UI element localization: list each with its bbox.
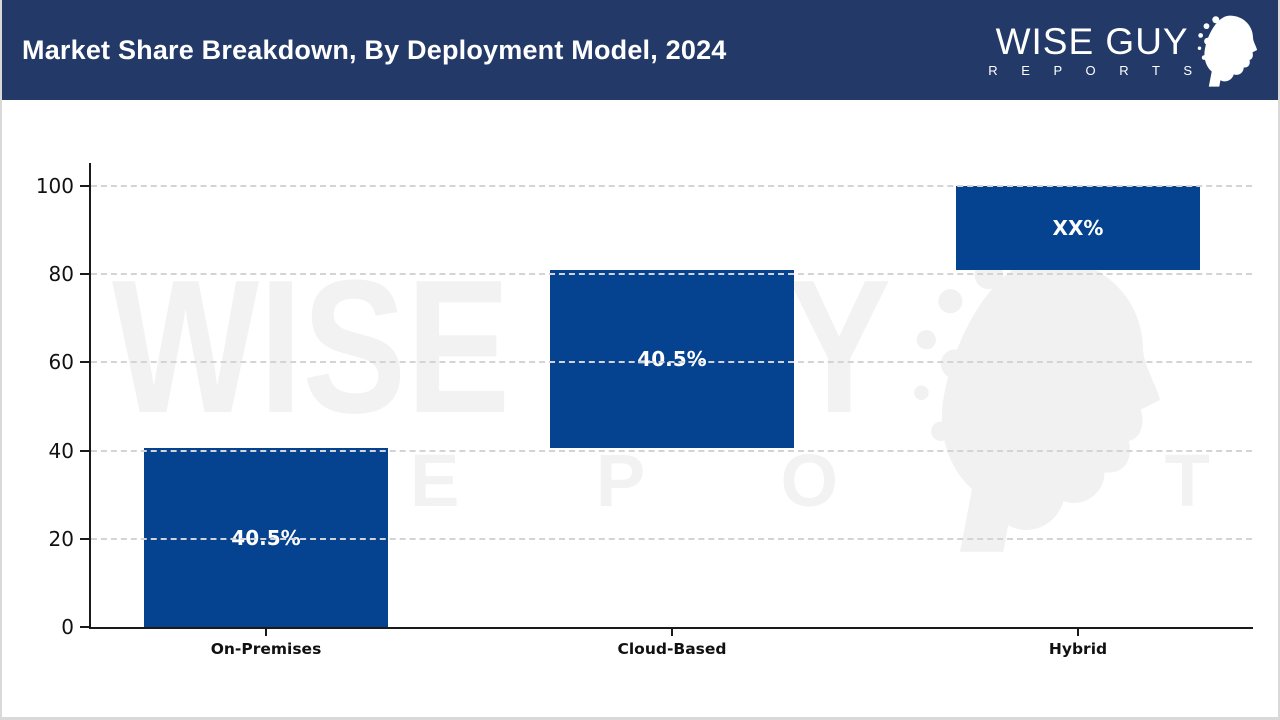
y-tick-mark	[80, 537, 89, 540]
gridline-40	[91, 449, 1252, 452]
y-tick-mark	[80, 185, 89, 187]
bar-value-label: XX%	[1052, 215, 1104, 240]
y-tick-mark	[80, 273, 89, 276]
y-tick-label: 40	[48, 438, 74, 463]
gridline-60	[91, 361, 1252, 364]
logo-word: WISE GUY	[995, 20, 1189, 62]
y-tick-mark	[80, 626, 89, 628]
y-axis-line	[89, 163, 91, 629]
bar-on-premises: 40.5%	[144, 448, 388, 627]
report-header: Market Share Breakdown, By Deployment Mo…	[2, 0, 1278, 100]
logo-head-icon	[1197, 15, 1258, 87]
chart-title: Market Share Breakdown, By Deployment Mo…	[22, 34, 727, 65]
bar-cloud-based: 40.5%	[550, 269, 794, 449]
x-category-label-on-premises: On-Premises	[210, 640, 322, 658]
y-tick-label: 0	[61, 615, 74, 639]
logo-subtext: R E P O R T S	[988, 62, 1202, 78]
x-tick-mark	[265, 629, 267, 636]
bar-hybrid: XX%	[956, 186, 1200, 270]
bar-value-label: 40.5%	[637, 347, 707, 372]
gridline-20	[91, 537, 1252, 540]
x-axis-line	[89, 627, 1253, 629]
x-tick-mark	[671, 629, 673, 636]
y-tick-label: 60	[48, 350, 74, 375]
gridline-80	[91, 273, 1252, 276]
x-category-label-hybrid: Hybrid	[1048, 640, 1108, 658]
y-tick-label: 20	[48, 526, 74, 551]
x-category-label-cloud-based: Cloud-Based	[617, 640, 727, 658]
y-tick-mark	[80, 449, 89, 452]
bar-value-label: 40.5%	[231, 525, 301, 550]
y-tick-mark	[80, 361, 89, 364]
x-tick-mark	[1077, 629, 1079, 636]
logo-wordmark: WISE GUY R E P O R T S	[982, 23, 1202, 78]
y-tick-label: 80	[48, 262, 74, 287]
gridline-100	[91, 185, 1252, 187]
wise-guy-logo: WISE GUY R E P O R T S	[982, 9, 1260, 91]
y-tick-label: 100	[35, 174, 74, 198]
